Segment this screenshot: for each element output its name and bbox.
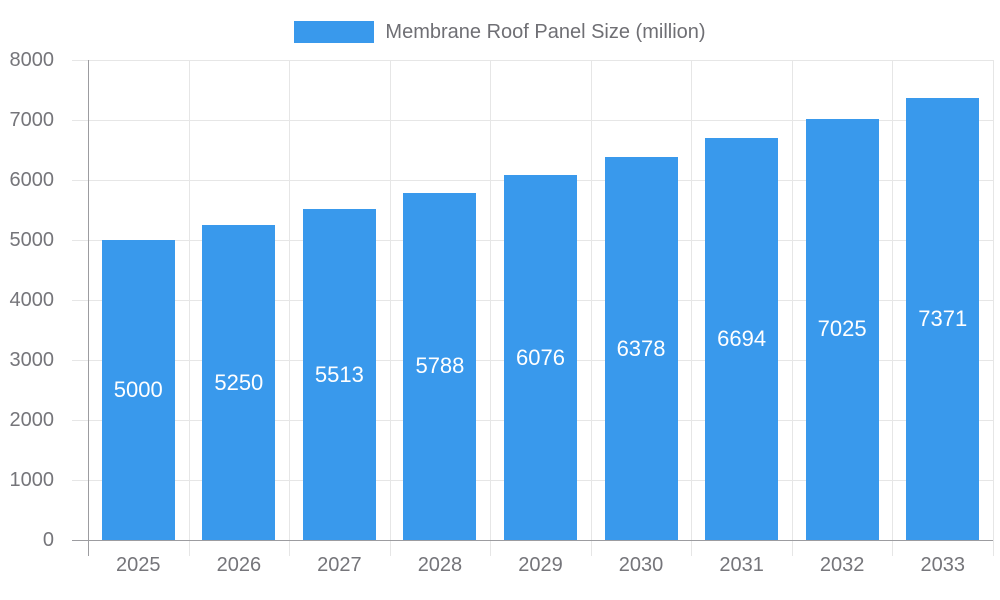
x-axis-tick-label: 2033 (920, 554, 965, 576)
bar-value-label: 5513 (314, 361, 364, 387)
x-axis-tick-label: 2032 (819, 554, 865, 576)
bar-value-label: 6378 (616, 335, 666, 361)
bar[interactable] (705, 138, 779, 540)
bar-value-label: 5000 (113, 377, 163, 402)
x-axis-line (72, 540, 993, 541)
legend: Membrane Roof Panel Size (million) (0, 21, 1000, 43)
v-gridline (389, 60, 391, 556)
bar-value-label: 7025 (817, 316, 867, 342)
x-axis-tick-label: 2025 (116, 554, 161, 576)
bar[interactable] (403, 192, 477, 540)
y-axis-tick-label: 1000 (9, 469, 55, 491)
v-gridline (691, 60, 693, 556)
x-axis-tick-label: 2031 (719, 554, 764, 576)
legend-label[interactable]: Membrane Roof Panel Size (million) (385, 21, 706, 43)
v-gridline (791, 60, 793, 556)
x-axis-tick-label: 2026 (216, 554, 262, 576)
bar-value-label: 6076 (516, 344, 565, 370)
bar-value-label: 5250 (214, 369, 264, 395)
x-axis-tick-label: 2030 (618, 554, 664, 576)
plot-area: 0 1000 2000 3000 4000 5000 6000 7000 8000 5000 202… (10, 50, 994, 575)
bar[interactable] (101, 240, 175, 540)
y-axis-tick-label: 3000 (9, 349, 55, 371)
y-axis-line (88, 60, 89, 556)
v-gridline (188, 60, 190, 556)
v-gridline (490, 60, 492, 556)
x-axis-tick-label: 2027 (317, 554, 362, 576)
y-axis-tick-label: 2000 (9, 409, 55, 431)
bar-value-label: 7371 (918, 305, 968, 331)
bar[interactable] (202, 225, 276, 540)
y-axis-tick-label: 0 (42, 529, 54, 551)
bar-value-label: 5788 (415, 353, 465, 379)
v-gridline (993, 60, 994, 556)
bar[interactable] (302, 209, 376, 540)
y-axis-tick-label: 7000 (9, 109, 55, 131)
x-axis-tick-label: 2029 (518, 554, 563, 576)
y-axis-tick-label: 4000 (9, 289, 55, 311)
bar-value-label: 6694 (717, 326, 767, 352)
y-axis-tick-label: 8000 (9, 49, 55, 71)
y-axis-tick-label: 5000 (9, 229, 55, 251)
v-gridline (590, 60, 592, 556)
bar[interactable] (805, 118, 879, 540)
v-gridline (289, 60, 291, 556)
bar[interactable] (604, 157, 678, 540)
x-axis-tick-label: 2028 (417, 554, 463, 576)
h-gridline (72, 120, 993, 121)
bar[interactable] (906, 97, 980, 540)
legend-swatch-icon[interactable] (294, 21, 375, 43)
h-gridline (72, 60, 993, 61)
v-gridline (892, 60, 894, 556)
y-axis-tick-label: 6000 (9, 169, 55, 191)
bar[interactable] (504, 175, 577, 540)
